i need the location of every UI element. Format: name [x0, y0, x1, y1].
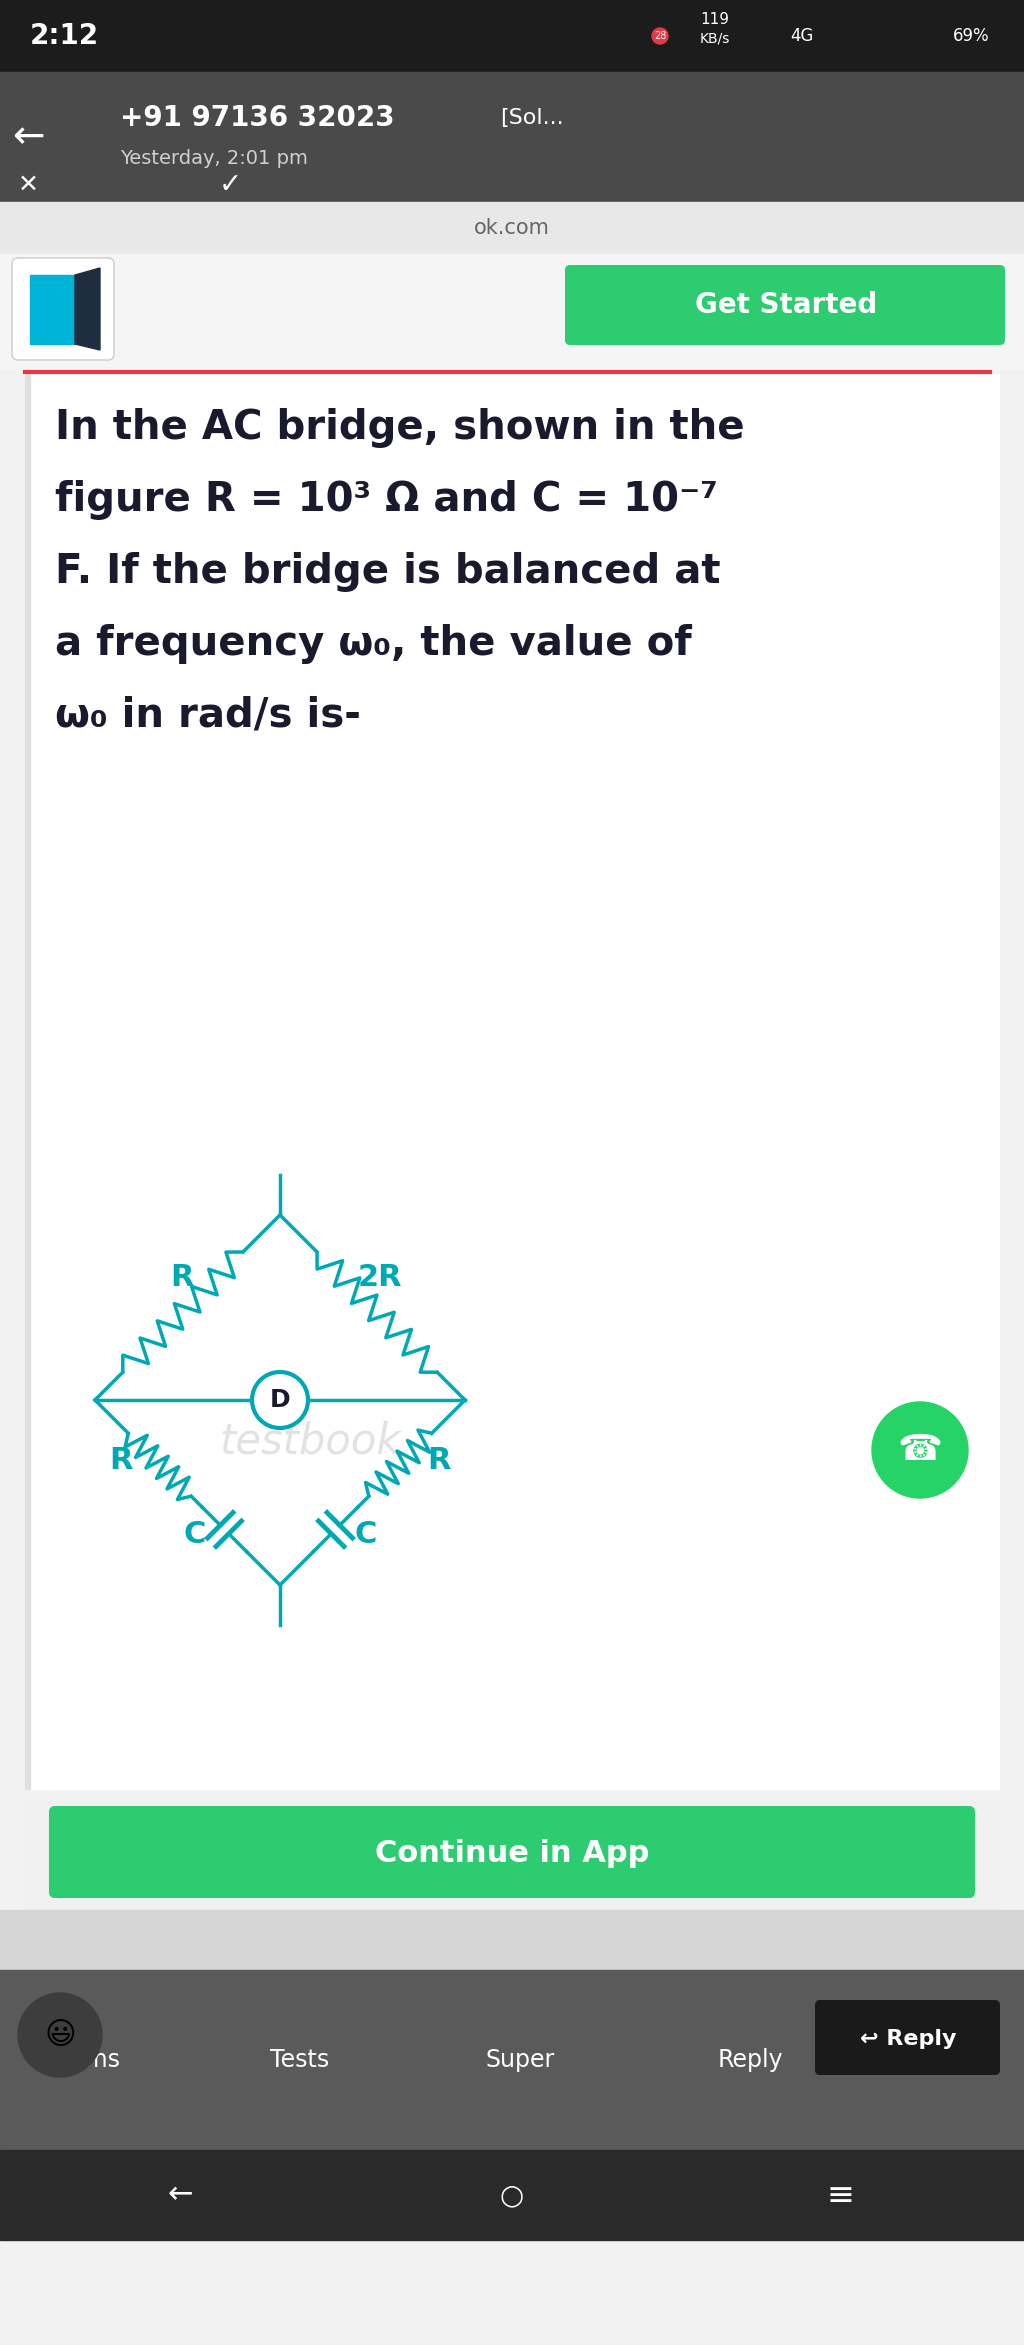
Text: ☎: ☎	[897, 1433, 942, 1468]
Bar	[25, 1801, 999, 1909]
Circle shape	[652, 28, 668, 45]
Polygon shape	[30, 274, 75, 345]
Text: figure R = 10³ Ω and C = 10⁻⁷: figure R = 10³ Ω and C = 10⁻⁷	[55, 481, 718, 521]
Text: Get Started: Get Started	[695, 291, 878, 319]
Text: ✕: ✕	[17, 174, 39, 197]
FancyBboxPatch shape	[815, 2000, 1000, 2075]
Text: 2:12: 2:12	[30, 21, 99, 49]
Text: ○: ○	[500, 2181, 524, 2209]
Text: ↩ Reply: ↩ Reply	[860, 2028, 956, 2050]
Text: Super: Super	[485, 2047, 555, 2073]
Text: 28: 28	[653, 30, 667, 40]
Text: 119: 119	[700, 12, 729, 28]
Bar	[0, 1909, 1024, 1970]
FancyBboxPatch shape	[12, 258, 114, 361]
Text: In the AC bridge, shown in the: In the AC bridge, shown in the	[55, 408, 744, 448]
FancyBboxPatch shape	[49, 1806, 975, 1897]
Text: [Sol...: [Sol...	[500, 108, 563, 129]
Text: D: D	[269, 1388, 291, 1412]
Bar	[0, 73, 1024, 202]
Circle shape	[252, 1372, 308, 1428]
Text: C: C	[354, 1520, 377, 1550]
Text: R: R	[109, 1447, 132, 1475]
Text: ←: ←	[11, 117, 44, 157]
Bar	[25, 373, 999, 1789]
Text: testbook: testbook	[219, 1421, 400, 1461]
Text: ω₀ in rad/s is-: ω₀ in rad/s is-	[55, 696, 360, 736]
Bar	[0, 2150, 1024, 2239]
Text: C: C	[183, 1520, 206, 1550]
Bar	[0, 2239, 1024, 2345]
Text: KB/s: KB/s	[700, 30, 730, 45]
Bar	[0, 0, 1024, 73]
Text: Tests: Tests	[270, 2047, 330, 2073]
Text: ✓: ✓	[218, 171, 242, 199]
Polygon shape	[75, 267, 100, 349]
Text: 😃: 😃	[44, 2021, 76, 2050]
Text: Continue in App: Continue in App	[375, 1838, 649, 1869]
Text: F. If the bridge is balanced at: F. If the bridge is balanced at	[55, 551, 721, 591]
Text: ims: ims	[79, 2047, 121, 2073]
Text: 69%: 69%	[953, 28, 990, 45]
Circle shape	[18, 1993, 102, 2078]
Text: ok.com: ok.com	[474, 218, 550, 237]
Text: +91 97136 32023: +91 97136 32023	[120, 103, 394, 131]
Bar	[0, 202, 1024, 253]
Bar	[25, 373, 30, 1789]
Bar	[0, 253, 1024, 368]
Text: a frequency ω₀, the value of: a frequency ω₀, the value of	[55, 624, 692, 664]
Text: Yesterday, 2:01 pm: Yesterday, 2:01 pm	[120, 148, 308, 166]
Text: 2R: 2R	[358, 1264, 402, 1292]
Text: 4G: 4G	[790, 28, 813, 45]
Bar	[0, 1970, 1024, 2150]
FancyBboxPatch shape	[565, 265, 1005, 345]
Text: ←: ←	[167, 2181, 193, 2209]
Text: Reply: Reply	[717, 2047, 782, 2073]
Text: ≡: ≡	[826, 2179, 854, 2211]
Text: R: R	[170, 1264, 194, 1292]
Circle shape	[872, 1402, 968, 1498]
Text: R: R	[428, 1447, 452, 1475]
